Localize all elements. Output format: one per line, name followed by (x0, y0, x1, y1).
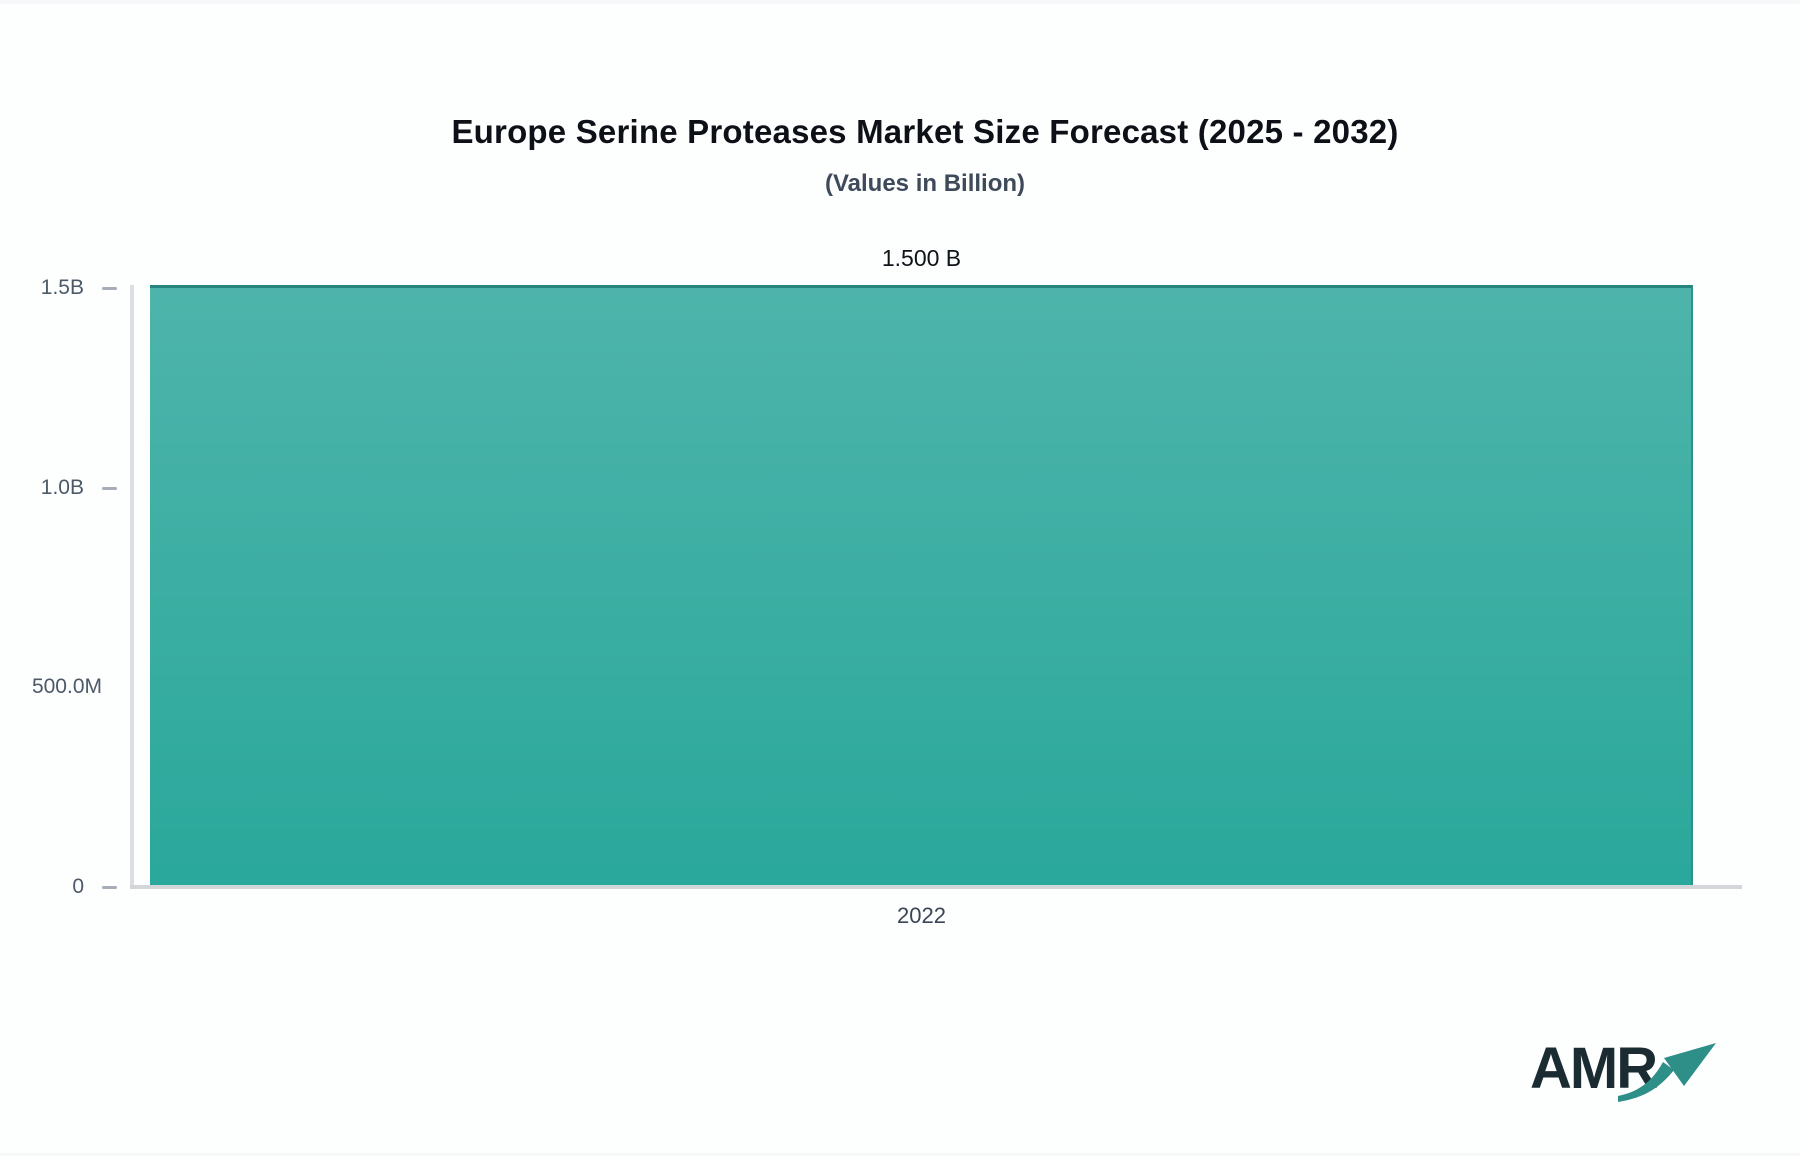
x-axis-label: 2022 (897, 903, 946, 928)
y-tick-label: 500.0M (31, 675, 102, 698)
y-tick-1.5B: 1.5B (0, 274, 117, 302)
y-tick-1.0B: 1.0B (0, 474, 117, 502)
y-tick-label: 0 (72, 875, 84, 898)
bar-2022 (150, 285, 1693, 885)
y-axis-line (130, 285, 134, 889)
y-tick-dash (102, 286, 117, 290)
page-edge-bottom (0, 1153, 1800, 1156)
chart-subtitle: (Values in Billion) (824, 170, 1026, 197)
logo-growth-arrow-icon (1618, 1043, 1716, 1102)
y-tick-label: 1.5B (40, 276, 84, 299)
chart-title: Europe Serine Proteases Market Size Fore… (451, 113, 1399, 150)
y-tick-0: 0 (0, 873, 117, 901)
amr-logo: AMR (1530, 1036, 1730, 1114)
bar-value-label: 1.500 B (881, 245, 962, 271)
x-axis-line (130, 885, 1742, 889)
page-edge-top (0, 0, 1800, 4)
y-tick-dash (102, 885, 117, 889)
y-tick-label: 1.0B (40, 476, 84, 499)
y-tick-dash (102, 486, 117, 490)
y-tick-500.0M: 500.0M (0, 673, 117, 701)
